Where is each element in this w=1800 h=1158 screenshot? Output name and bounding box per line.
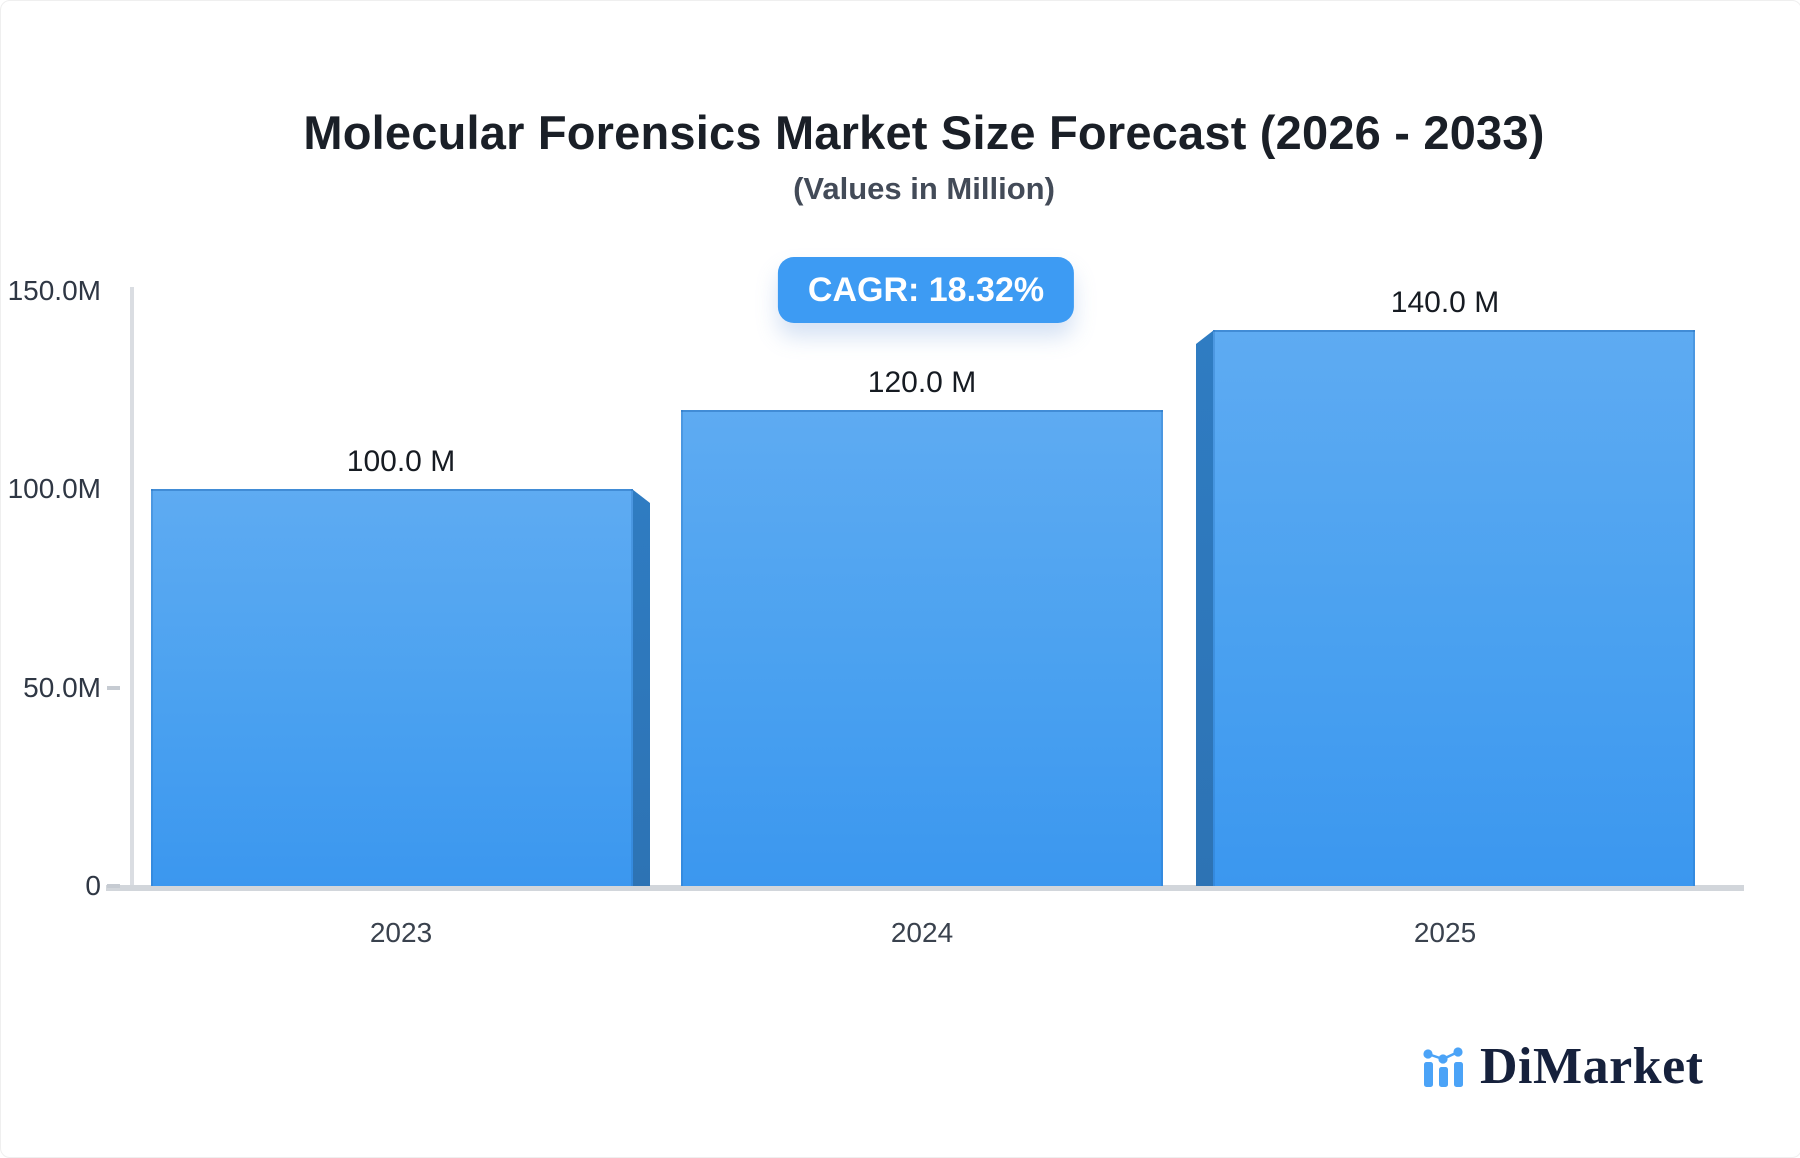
bar-value-label: 120.0 M (867, 366, 977, 399)
y-axis-tick-label: 100.0M (7, 473, 101, 504)
y-axis-tick-label: 0 (85, 870, 101, 901)
brand-logo-text: DiMarket (1480, 1038, 1704, 1095)
x-axis-category-label: 2025 (1413, 917, 1477, 948)
bar-2024 (681, 410, 1163, 886)
cagr-badge: CAGR: 18.32% (777, 257, 1075, 323)
bar-chart-logo-icon (1423, 1047, 1463, 1087)
x-axis-baseline (106, 885, 1744, 891)
x-axis-category-label: 2023 (369, 917, 433, 948)
y-axis-tick-label: 50.0M (23, 672, 101, 703)
y-axis-line (130, 287, 134, 889)
y-axis-tick-label: 150.0M (7, 275, 101, 306)
bar-value-label: 100.0 M (346, 445, 456, 478)
y-axis-tick-mark (107, 686, 120, 690)
chart-title: Molecular Forensics Market Size Forecast… (303, 106, 1545, 159)
bar-2023 (151, 489, 633, 886)
brand-logo: DiMarket (1420, 1038, 1704, 1095)
bar-3d-side (1196, 330, 1214, 886)
bar-3d-side (632, 489, 650, 886)
bar-value-label: 140.0 M (1390, 286, 1500, 319)
x-axis-category-label: 2024 (890, 917, 954, 948)
bar-2025 (1213, 330, 1695, 886)
chart-subtitle: (Values in Million) (793, 171, 1055, 206)
y-axis-tick-mark (107, 884, 120, 888)
